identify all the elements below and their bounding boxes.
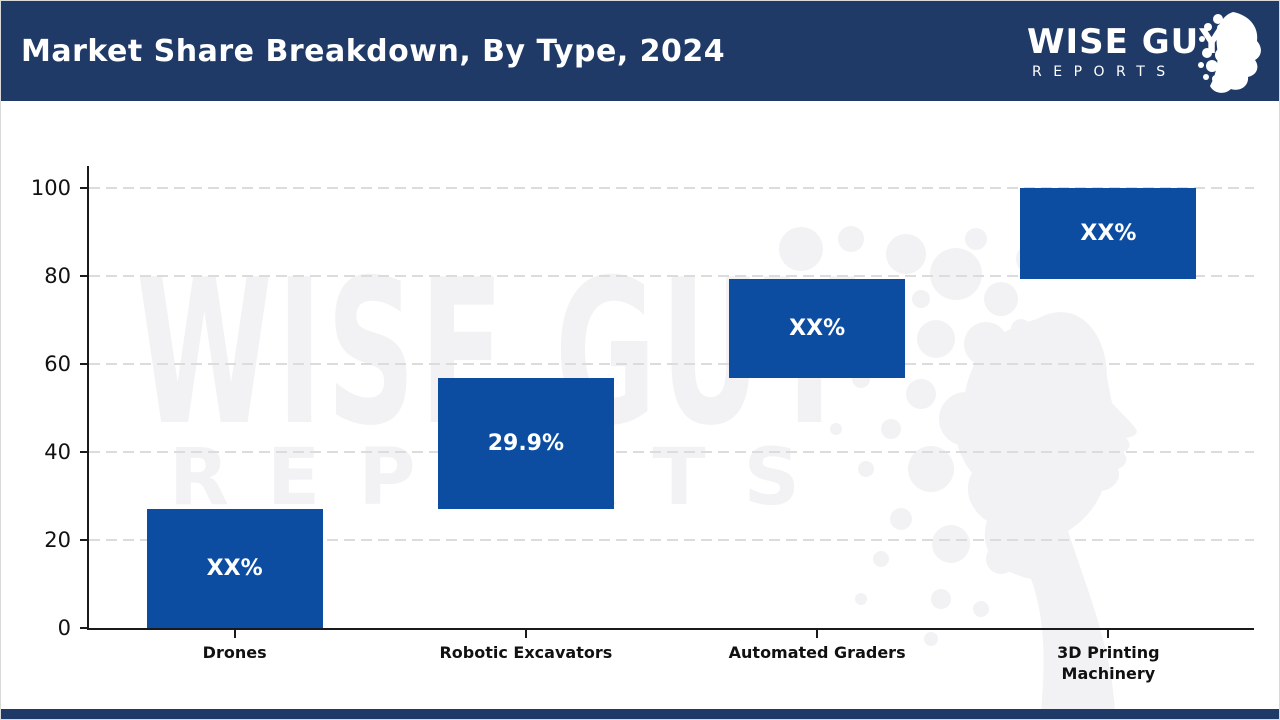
y-tick-label: 20 [44, 528, 71, 552]
x-category-label-line: Machinery [1061, 664, 1156, 683]
page-title: Market Share Breakdown, By Type, 2024 [21, 34, 726, 69]
bar-value-label: XX% [789, 315, 846, 341]
y-tick-label: 60 [44, 352, 71, 376]
bar-value-label: 29.9% [487, 430, 565, 456]
y-axis-tick [80, 451, 89, 453]
y-axis-line [87, 166, 89, 630]
logo-wordmark: WISE GUY [1027, 22, 1225, 62]
header-banner: Market Share Breakdown, By Type, 2024 WI… [1, 1, 1279, 101]
x-category-label-line: 3D Printing [1057, 643, 1160, 662]
watermark-face-graphic [779, 226, 1137, 711]
y-tick-label: 100 [30, 176, 71, 200]
x-axis-tick [816, 630, 819, 638]
x-axis-line [87, 628, 1254, 630]
x-category-label: Automated Graders [667, 642, 967, 663]
y-axis-tick [80, 627, 89, 629]
bar-value-label: XX% [206, 556, 263, 582]
footer-bar [1, 709, 1279, 719]
logo-face-icon [1198, 12, 1261, 93]
x-axis-tick [1107, 630, 1110, 638]
wise-guy-reports-logo: WISE GUY REPORTS [1017, 6, 1271, 98]
y-axis-tick [80, 187, 89, 189]
plot-area: WISE GUY REPORTS 020406080100XX%Drones29… [1, 101, 1279, 711]
y-tick-label: 80 [44, 264, 71, 288]
y-tick-label: 40 [44, 440, 71, 464]
bar: 29.9% [437, 377, 614, 510]
y-axis-tick [80, 363, 89, 365]
x-category-label-line: Automated Graders [728, 643, 906, 662]
x-category-label: 3D Printing Machinery [958, 642, 1258, 684]
bar: XX% [1020, 188, 1197, 280]
gridline [89, 275, 1254, 277]
x-axis-tick [524, 630, 527, 638]
y-axis-tick [80, 539, 89, 541]
bar-value-label: XX% [1080, 221, 1137, 247]
logo-subtitle: REPORTS [1032, 64, 1177, 80]
y-tick-label: 0 [57, 616, 71, 640]
x-category-label: Robotic Excavators [376, 642, 676, 663]
gridline [89, 363, 1254, 365]
x-category-label: Drones [85, 642, 385, 663]
x-category-label-line: Robotic Excavators [439, 643, 613, 662]
x-axis-tick [233, 630, 236, 638]
gridline [89, 187, 1254, 189]
bar: XX% [729, 279, 906, 378]
gridline [89, 451, 1254, 453]
x-category-label-line: Drones [202, 643, 267, 662]
gridline [89, 539, 1254, 541]
bar: XX% [146, 509, 323, 628]
y-axis-tick [80, 275, 89, 277]
